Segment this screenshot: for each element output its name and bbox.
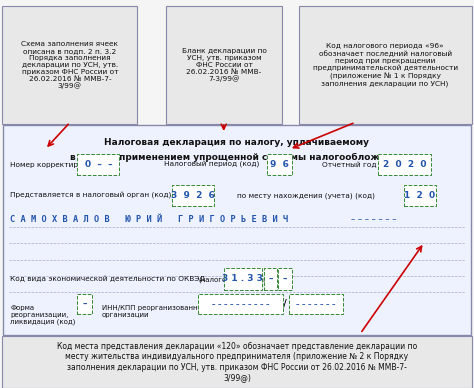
FancyBboxPatch shape <box>267 154 292 175</box>
FancyBboxPatch shape <box>289 294 343 314</box>
Text: Номер корректировки: Номер корректировки <box>10 161 96 168</box>
FancyBboxPatch shape <box>278 268 292 290</box>
Text: 1  2  0: 1 2 0 <box>404 191 436 200</box>
FancyBboxPatch shape <box>224 268 262 290</box>
FancyBboxPatch shape <box>166 6 282 124</box>
Text: – – – – – – –: – – – – – – – <box>351 215 396 225</box>
Text: Форма
реорганизации,
ликвидация (код): Форма реорганизации, ликвидация (код) <box>10 305 76 325</box>
FancyBboxPatch shape <box>299 6 472 124</box>
Text: – – – – – – –: – – – – – – – <box>296 301 336 307</box>
Text: Код места представления декларации «120» обозначает представление декларации по
: Код места представления декларации «120»… <box>57 342 417 382</box>
Text: Схема заполнения ячеек
описана в подп. 2 п. 3.2
Порядка заполнения
декларации по: Схема заполнения ячеек описана в подп. 2… <box>21 40 118 90</box>
Text: 3  9  2  6: 3 9 2 6 <box>171 191 215 200</box>
FancyBboxPatch shape <box>2 6 137 124</box>
Text: 9  6: 9 6 <box>270 160 289 169</box>
FancyBboxPatch shape <box>172 185 214 206</box>
Text: 3 1 . 3 3: 3 1 . 3 3 <box>222 274 264 284</box>
Text: (налогоплательщик): (налогоплательщик) <box>199 276 275 282</box>
FancyBboxPatch shape <box>404 185 436 206</box>
Text: 0  –  –: 0 – – <box>84 160 112 169</box>
FancyBboxPatch shape <box>198 294 283 314</box>
FancyBboxPatch shape <box>2 336 472 388</box>
Text: 2  0  2  0: 2 0 2 0 <box>383 160 427 169</box>
Text: –: – <box>82 300 87 308</box>
Text: Налоговая декларация по налогу, уплачиваемому: Налоговая декларация по налогу, уплачива… <box>104 138 370 147</box>
Text: Код вида экономической деятельности по ОКВЭД: Код вида экономической деятельности по О… <box>10 275 206 282</box>
Text: Код налогового периода «96»
обозначает последний налоговый
период при прекращени: Код налогового периода «96» обозначает п… <box>312 43 458 87</box>
Text: Бланк декларации по
УСН, утв. приказом
ФНС России от
26.02.2016 № ММВ-
7-3/99@: Бланк декларации по УСН, утв. приказом Ф… <box>182 48 266 82</box>
FancyBboxPatch shape <box>77 154 119 175</box>
FancyBboxPatch shape <box>77 294 92 314</box>
Text: Налоговый период (код): Налоговый период (код) <box>164 161 259 168</box>
Text: /: / <box>283 299 287 309</box>
FancyBboxPatch shape <box>378 154 431 175</box>
Text: Отчетный год: Отчетный год <box>322 161 377 168</box>
FancyBboxPatch shape <box>264 268 277 290</box>
Text: в связи с применением упрощенной системы налогообложения: в связи с применением упрощенной системы… <box>70 153 404 163</box>
Text: ИНН/КПП реорганизованной
организации: ИНН/КПП реорганизованной организации <box>102 305 206 318</box>
Text: С А М О Х В А Л О В   Ю Р И Й   Г Р И Г О Р Ь Е В И Ч: С А М О Х В А Л О В Ю Р И Й Г Р И Г О Р … <box>10 215 289 225</box>
Text: по месту нахождения (учета) (код): по месту нахождения (учета) (код) <box>237 192 375 199</box>
Text: – – – – – – – – – –: – – – – – – – – – – <box>212 301 269 307</box>
Text: –: – <box>283 274 287 284</box>
Text: Представляется в налоговый орган (код): Представляется в налоговый орган (код) <box>10 192 172 199</box>
FancyBboxPatch shape <box>3 125 471 335</box>
Text: –: – <box>268 274 273 284</box>
